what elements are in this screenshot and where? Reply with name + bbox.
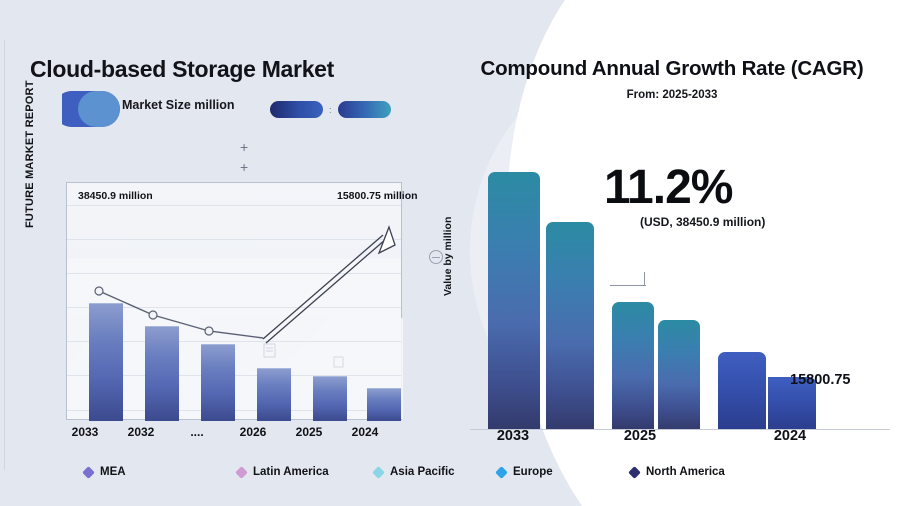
bar-2033-primary xyxy=(488,172,540,430)
gridline xyxy=(67,307,401,308)
right-chart-plot-area xyxy=(470,150,890,430)
pill-indicator-secondary xyxy=(337,101,391,118)
gridline xyxy=(67,341,401,342)
gridline xyxy=(67,239,401,240)
tag-watermark-icon xyxy=(333,356,344,368)
legend-item-asia-pacific[interactable]: Asia Pacific xyxy=(372,465,497,479)
bracket-connector xyxy=(610,285,646,287)
market-size-legend-label: Market Size million xyxy=(122,98,235,112)
legend-item-north-america[interactable]: North America xyxy=(628,465,725,479)
legend-label: MEA xyxy=(100,466,126,478)
cagr-title: Compound Annual Growth Rate (CAGR) xyxy=(480,57,864,80)
bar-ellipsis xyxy=(201,344,235,421)
legend-label: North America xyxy=(646,466,725,478)
pill-indicator-group: : xyxy=(270,101,391,118)
bar-2024-secondary xyxy=(768,377,816,430)
x-tick-2026: 2026 xyxy=(239,425,267,439)
bar-2026 xyxy=(257,368,291,421)
bar-2032 xyxy=(145,326,179,421)
cagr-value: 11.2% xyxy=(604,161,733,214)
legend-label: Europe xyxy=(513,466,553,478)
bar-2024 xyxy=(367,388,401,421)
gridline xyxy=(67,205,401,206)
legend-label: Latin America xyxy=(253,466,329,478)
value-label-right: 15800.75 million xyxy=(337,190,418,202)
x-tick-2024: 2024 xyxy=(351,425,379,439)
left-chart-plot-area xyxy=(67,183,403,421)
left-edge-rule xyxy=(4,40,5,470)
bar-2024-primary xyxy=(718,352,766,430)
plus-marker-icon: + xyxy=(240,159,249,175)
legend-item-latin-america[interactable]: Latin America xyxy=(235,465,374,479)
document-watermark-icon xyxy=(263,343,276,358)
legend-swatch-icon xyxy=(628,465,641,479)
growth-arrow-icon xyxy=(262,225,396,344)
legend-swatch-icon xyxy=(235,465,248,479)
right-x-tick-2033: 2033 xyxy=(496,428,530,444)
callout-value-label: 15800.75 xyxy=(790,372,851,388)
bar-2033 xyxy=(89,303,123,421)
axis-label-value-by-million: Value by million xyxy=(442,216,454,296)
two-tone-hexagon-logo-icon xyxy=(54,91,127,127)
x-tick-2033: 2033 xyxy=(71,425,99,439)
minus-circle-icon xyxy=(429,250,443,264)
x-tick-2032: 2032 xyxy=(127,425,155,439)
x-tick-ellipsis: .... xyxy=(190,425,204,439)
right-x-tick-2025: 2025 xyxy=(623,428,657,444)
x-tick-2025: 2025 xyxy=(295,425,323,439)
left-chart-frame xyxy=(66,182,403,421)
legend-item-mea[interactable]: MEA xyxy=(82,465,237,479)
axis-label-future-market-report: FUTURE MARKET REPORT xyxy=(24,80,36,228)
bracket-tick xyxy=(644,272,646,286)
bar-2025-secondary xyxy=(658,320,700,430)
cagr-subtitle: From: 2025-2033 xyxy=(626,89,718,101)
bar-2033-secondary xyxy=(546,222,594,430)
page-title: Cloud-based Storage Market xyxy=(30,56,335,82)
pill-indicator-primary xyxy=(270,101,323,118)
value-label-left: 38450.9 million xyxy=(78,190,153,202)
chart-legend: MEA Latin America Asia Pacific Europe No… xyxy=(82,465,725,479)
cagr-note: (USD, 38450.9 million) xyxy=(640,215,766,229)
plus-marker-icon: + xyxy=(240,139,249,155)
pill-separator: : xyxy=(329,104,332,115)
bar-2025 xyxy=(313,376,347,421)
baseline-axis xyxy=(470,429,890,430)
legend-item-europe[interactable]: Europe xyxy=(495,465,630,479)
legend-swatch-icon xyxy=(495,465,508,479)
bar-2025-primary xyxy=(612,302,654,430)
legend-swatch-icon xyxy=(372,465,385,479)
legend-swatch-icon xyxy=(82,465,95,479)
gridline xyxy=(67,273,401,274)
legend-label: Asia Pacific xyxy=(390,466,455,478)
trend-line-series xyxy=(94,286,264,339)
right-x-tick-2024: 2024 xyxy=(773,428,807,444)
